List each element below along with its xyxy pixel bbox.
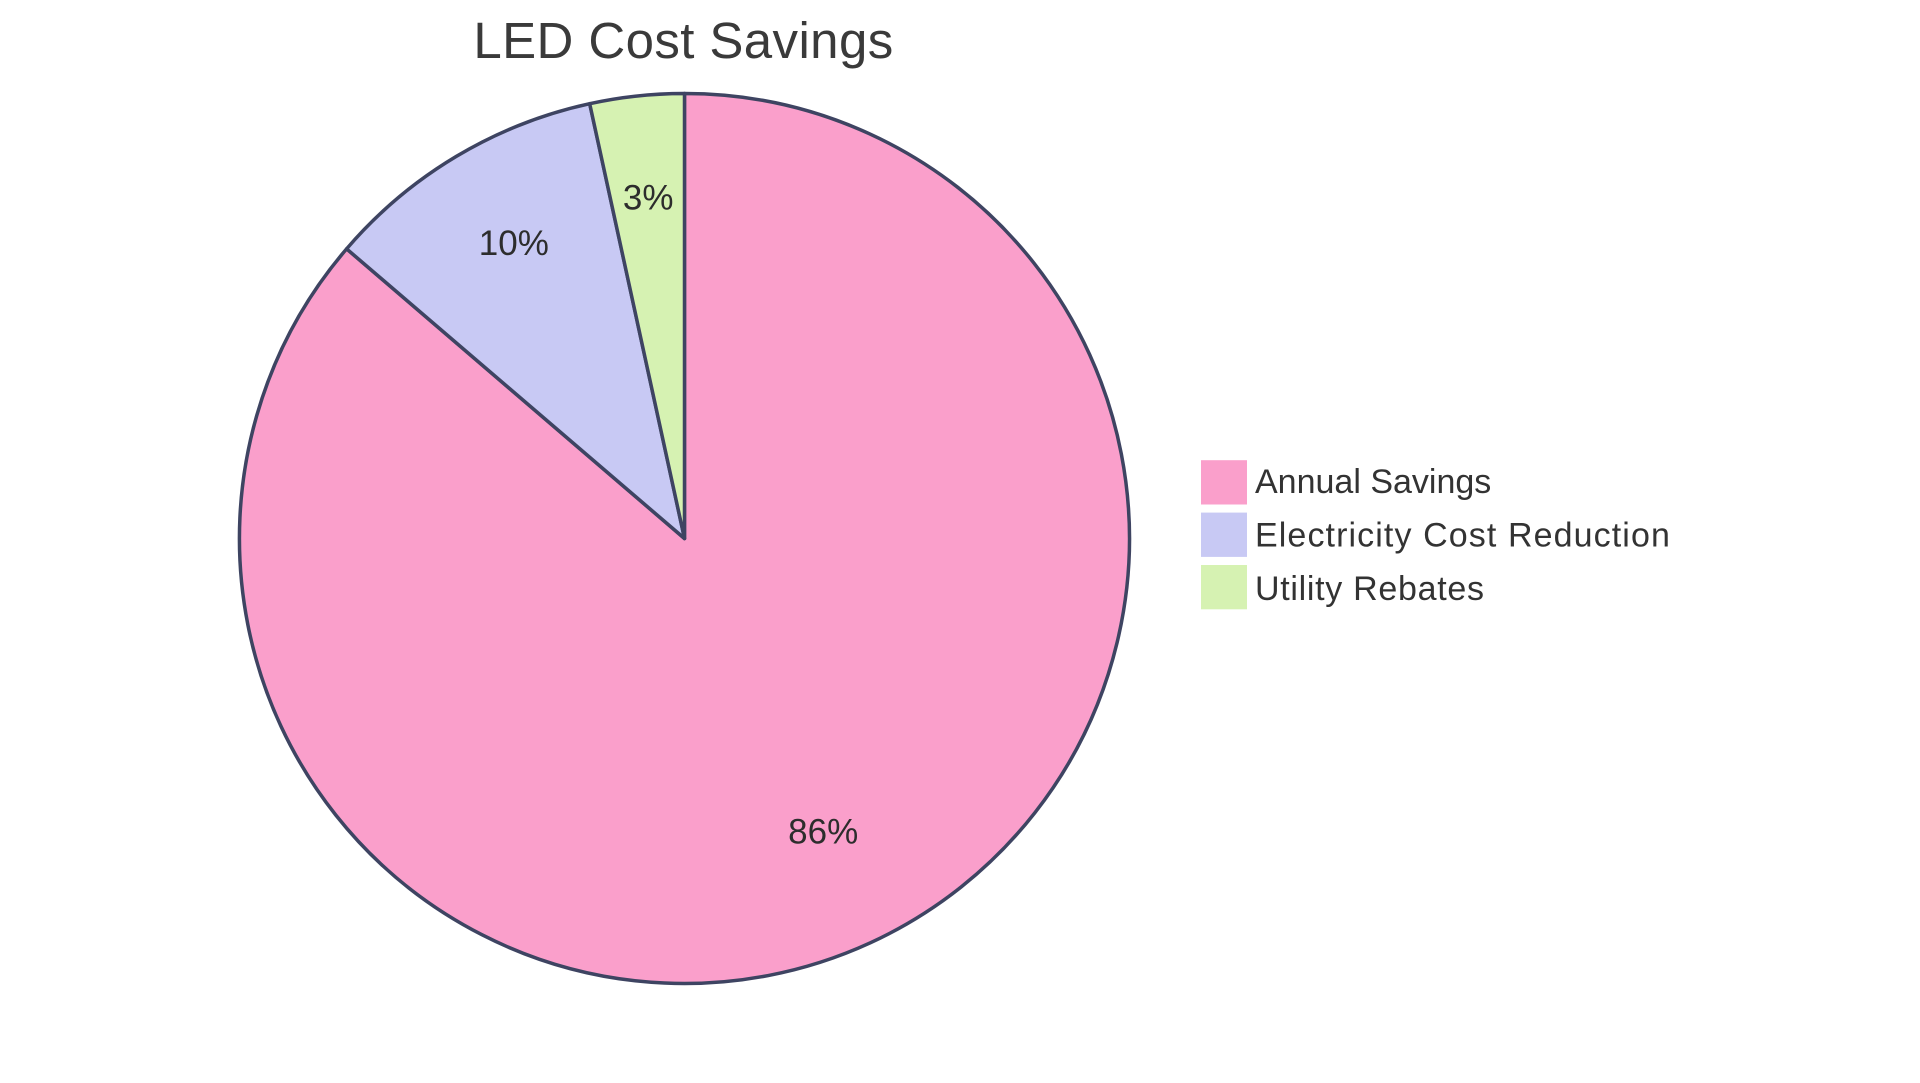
svg-text:86%: 86% <box>788 812 858 851</box>
svg-text:3%: 3% <box>623 179 674 218</box>
svg-text:LED Cost Savings: LED Cost Savings <box>473 12 893 69</box>
svg-text:Annual Savings: Annual Savings <box>1255 463 1491 501</box>
svg-text:Electricity Cost Reduction: Electricity Cost Reduction <box>1255 516 1671 554</box>
svg-text:Utility Rebates: Utility Rebates <box>1255 570 1485 608</box>
svg-text:10%: 10% <box>479 224 549 263</box>
